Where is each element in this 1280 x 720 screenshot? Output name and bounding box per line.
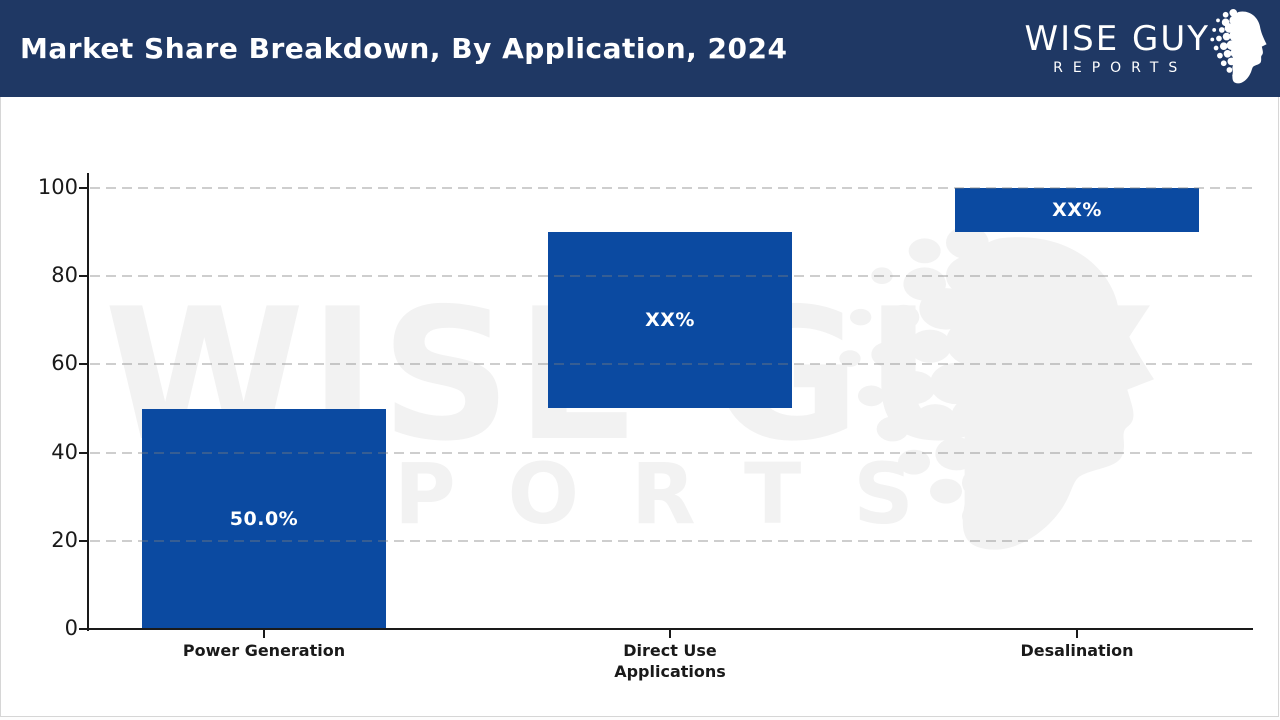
x-category-label-line: Applications — [614, 662, 726, 681]
y-gridline — [90, 539, 1253, 542]
y-tick-label: 100 — [37, 175, 78, 199]
x-tick-mark — [1076, 630, 1078, 638]
y-gridline — [90, 187, 1253, 189]
bar-value-label: XX% — [1052, 199, 1102, 222]
bar-3: XX% — [955, 188, 1199, 233]
y-tick-label: 40 — [51, 439, 78, 464]
y-tick-mark — [79, 363, 87, 366]
logo-subtext: REPORTS — [1053, 59, 1188, 76]
y-gridline — [90, 451, 1253, 454]
wiseguy-logo: WISE GUY REPORTS — [1024, 8, 1280, 89]
y-tick-mark — [79, 539, 87, 542]
x-category-label: Direct Use Applications — [510, 640, 830, 682]
y-gridline — [90, 275, 1253, 278]
page-title: Market Share Breakdown, By Application, … — [20, 32, 788, 65]
watermark-face-icon — [839, 226, 1154, 550]
y-tick-mark — [79, 187, 87, 189]
logo-wordmark: WISE GUY — [1024, 18, 1210, 59]
x-tick-mark — [263, 630, 265, 638]
x-category-label: Desalination — [917, 640, 1237, 661]
bar-value-label: XX% — [645, 309, 695, 332]
wiseguy-face-icon — [1210, 8, 1267, 83]
y-tick-mark — [79, 275, 87, 278]
x-axis-line — [86, 628, 1253, 630]
y-tick-mark — [79, 451, 87, 454]
y-gridline — [90, 363, 1253, 366]
y-tick-label: 80 — [51, 263, 78, 288]
y-axis-line — [87, 173, 89, 631]
x-category-label-line: Power Generation — [182, 641, 346, 660]
x-tick-mark — [669, 630, 671, 638]
logo-face-dots — [1210, 8, 1241, 79]
y-tick-label: 20 — [51, 527, 78, 552]
y-tick-label: 60 — [51, 351, 78, 376]
x-category-label: Power Generation — [104, 640, 424, 661]
header-bar: Market Share Breakdown, By Application, … — [0, 0, 1280, 97]
x-category-label-line: Direct Use — [623, 641, 717, 660]
y-tick-mark — [79, 628, 87, 630]
logo-text: WISE GUY REPORTS — [1024, 21, 1210, 77]
watermark-face-dots — [839, 226, 1010, 529]
bar-1: 50.0% — [142, 408, 386, 629]
y-tick-label: 0 — [64, 616, 78, 640]
bar-2: XX% — [548, 232, 792, 409]
bar-value-label: 50.0% — [229, 507, 299, 530]
x-category-label-line: Desalination — [1020, 641, 1134, 660]
